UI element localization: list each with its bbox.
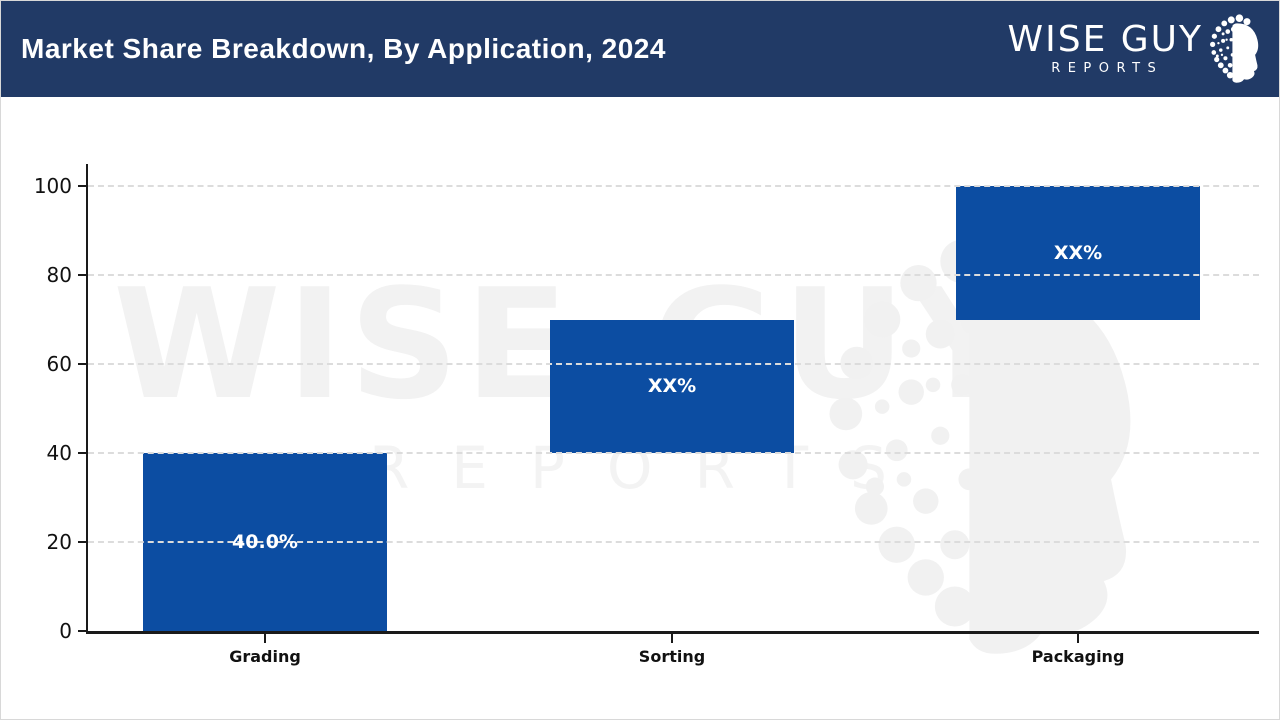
y-axis-line <box>86 164 88 634</box>
bar-sorting <box>550 319 794 453</box>
y-axis-tick-label: 60 <box>46 352 72 376</box>
y-axis-tick <box>78 274 86 276</box>
y-axis-tick <box>78 541 86 543</box>
brand-head-icon <box>1210 14 1259 83</box>
plot-area: 0 20 40 60 80 100 40.0% Grading XX% Sorting XX% Pac… <box>34 164 1259 666</box>
y-axis-tick-label: 100 <box>33 174 72 198</box>
y-axis-tick-label: 40 <box>46 441 72 465</box>
header-bar: Market Share Breakdown, By Application, … <box>1 1 1279 97</box>
brand-name: WISE GUY <box>1007 19 1203 60</box>
y-axis-tick <box>78 630 86 632</box>
bar-value-label: XX% <box>647 375 697 398</box>
x-axis-line <box>86 631 1259 634</box>
y-axis-tick-label: 80 <box>46 263 72 287</box>
x-axis-tick <box>264 634 266 643</box>
gridline <box>88 185 1259 187</box>
y-axis-tick-label: 0 <box>59 619 72 643</box>
y-axis-tick <box>78 185 86 187</box>
gridline <box>88 541 1259 543</box>
bar-value-label: 40.0% <box>232 531 298 553</box>
brand-logo-text: WISE GUY REPORTS <box>1007 19 1204 77</box>
brand-tagline: REPORTS <box>1051 61 1164 76</box>
x-axis-category-label: Packaging <box>1031 647 1125 666</box>
gridline <box>88 274 1259 276</box>
x-axis-tick <box>671 634 673 643</box>
bar-value-label: XX% <box>1053 241 1103 264</box>
page-title: Market Share Breakdown, By Application, … <box>21 33 666 64</box>
x-axis-category-label: Grading <box>229 647 301 666</box>
y-axis-tick-label: 20 <box>46 530 72 554</box>
brand-logo: WISE GUY REPORTS <box>1008 13 1266 85</box>
x-axis-tick <box>1077 634 1079 643</box>
gridline <box>88 363 1259 365</box>
gridline <box>88 452 1259 454</box>
x-axis-category-label: Sorting <box>638 647 706 666</box>
y-axis-tick <box>78 363 86 365</box>
y-axis-tick <box>78 452 86 454</box>
